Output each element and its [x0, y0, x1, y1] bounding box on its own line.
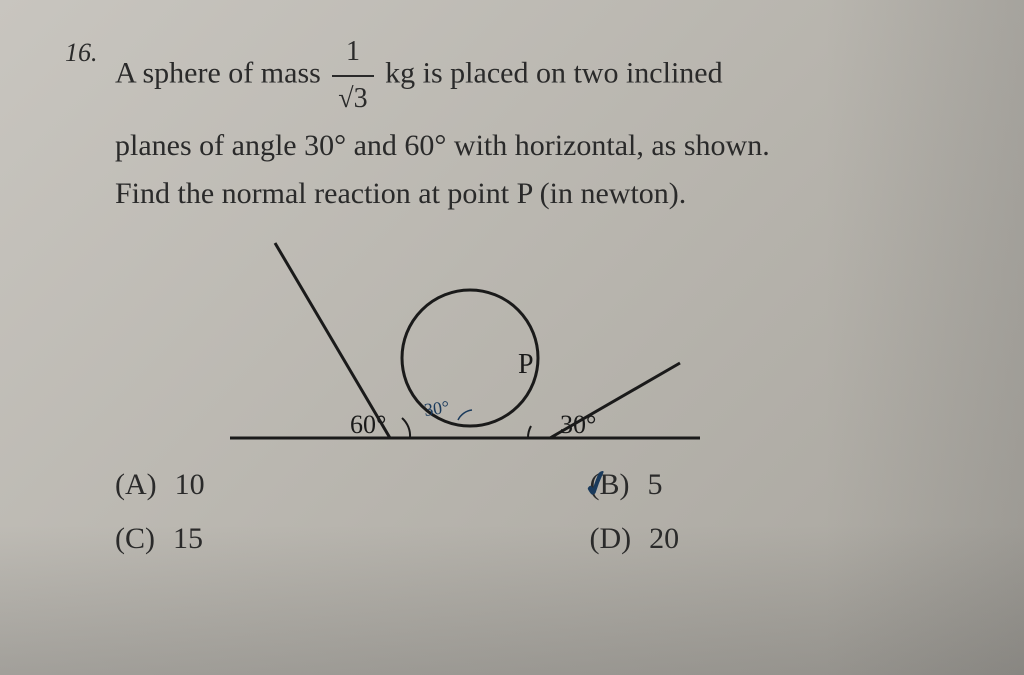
- frac-denominator: √3: [332, 77, 373, 122]
- option-a-label: (A): [115, 468, 157, 502]
- handwritten-angle: 30°: [423, 396, 451, 419]
- frac-numerator: 1: [332, 30, 373, 77]
- option-c-label: (C): [115, 522, 155, 556]
- question-number: 16.: [65, 38, 98, 68]
- option-c[interactable]: (C) 15: [115, 522, 490, 556]
- physics-diagram: 60° 30° P 30°: [210, 238, 710, 478]
- angle-30-label: 30°: [560, 410, 596, 439]
- mass-fraction: 1 √3: [332, 30, 373, 122]
- answer-options: (A) 10 ✓ (B) 5 (C) 15 (D) 20: [115, 468, 964, 556]
- handwritten-arc: [458, 410, 472, 420]
- left-incline: [275, 243, 390, 438]
- option-c-value: 15: [173, 522, 203, 556]
- option-d-label: (D): [590, 522, 632, 556]
- angle-arc-left: [402, 418, 410, 438]
- question-text: A sphere of mass 1 √3 kg is placed on tw…: [115, 30, 964, 218]
- option-b-label: ✓ (B): [590, 468, 630, 502]
- angle-60-label: 60°: [350, 410, 386, 439]
- angle-arc-right: [528, 426, 531, 438]
- option-a-value: 10: [175, 468, 205, 502]
- option-d-value: 20: [649, 522, 679, 556]
- option-d[interactable]: (D) 20: [590, 522, 965, 556]
- q-line2: planes of angle 30° and 60° with horizon…: [115, 129, 770, 162]
- q-line1-post: kg is placed on two inclined: [385, 57, 722, 90]
- point-p-label: P: [518, 349, 534, 380]
- q-line1-pre: A sphere of mass: [115, 57, 328, 90]
- q-line3: Find the normal reaction at point P (in …: [115, 177, 686, 210]
